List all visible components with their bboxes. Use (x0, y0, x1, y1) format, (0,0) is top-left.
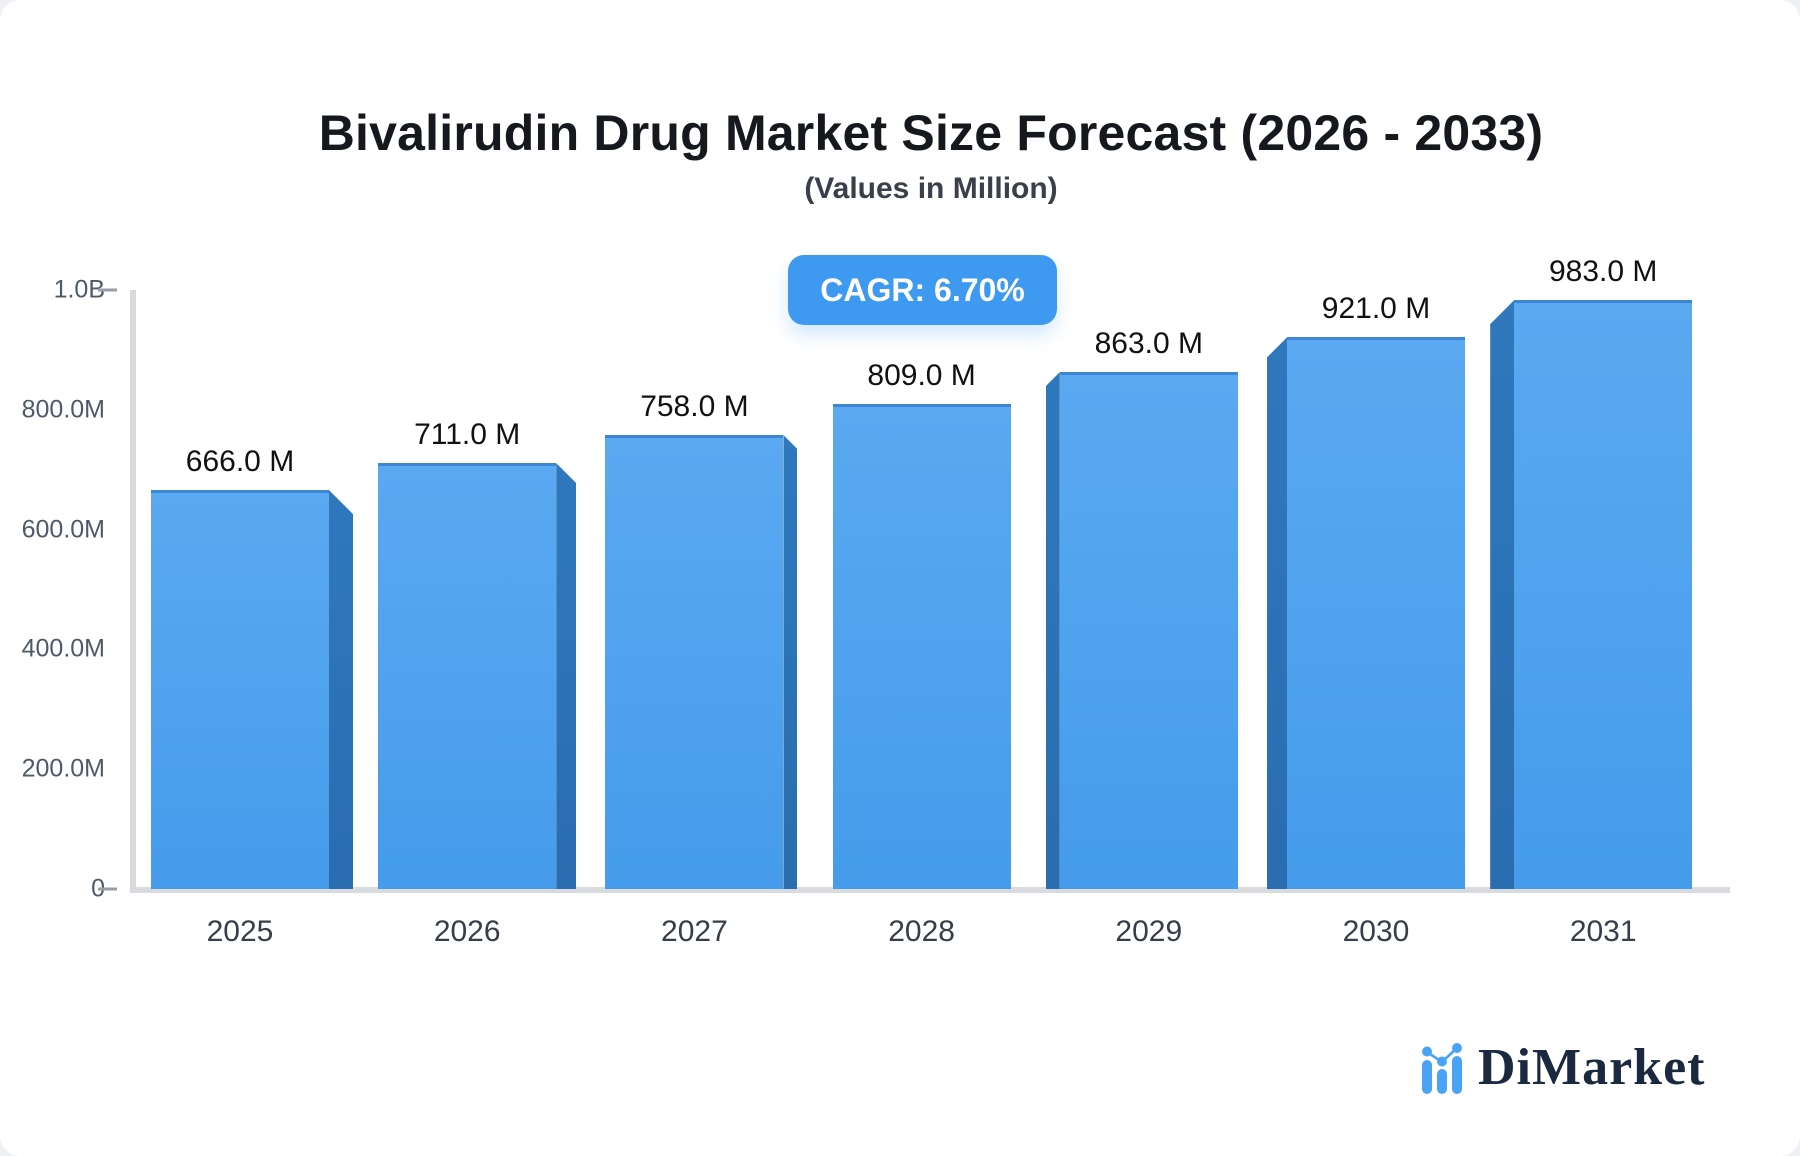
bar-3d-bevel (1045, 372, 1060, 889)
y-tick-dash (98, 288, 117, 292)
bar-2031[interactable]: 983.0 M (1490, 255, 1693, 889)
cagr-badge: CAGR: 6.70% (788, 255, 1057, 325)
bar-face[interactable] (378, 463, 557, 889)
chart-subtitle: (Values in Million) (804, 172, 1058, 205)
bar-value-label: 921.0 M (1321, 292, 1431, 326)
x-axis-line (130, 887, 1730, 893)
bar-3d-bevel (329, 490, 353, 889)
y-tick-label: 200.0M (21, 754, 105, 783)
brand-name: DiMarket (1478, 1039, 1706, 1096)
bar-2026[interactable]: 711.0 M (378, 418, 577, 889)
bar-3d-bevel (556, 463, 577, 889)
x-axis-label: 2029 (1115, 915, 1183, 948)
x-axis-label: 2030 (1342, 915, 1410, 948)
brand-logo: DiMarket (1420, 1038, 1705, 1097)
bar-value-label: 758.0 M (640, 389, 749, 423)
bar-2029[interactable]: 863.0 M (1045, 327, 1238, 889)
bar-value-label: 666.0 M (185, 445, 295, 479)
bar-2028[interactable]: 809.0 M (832, 359, 1011, 889)
bar-face[interactable] (605, 434, 784, 889)
bar-3d-bevel (783, 434, 798, 889)
bar-chart-logo-icon (1422, 1042, 1462, 1094)
y-tick-label: 800.0M (21, 395, 105, 424)
y-tick-label: 0 (0, 875, 105, 904)
bar-3d-bevel (1267, 337, 1287, 889)
y-axis-line (130, 290, 136, 892)
x-axis-label: 2031 (1569, 915, 1637, 948)
bar-value-label: 863.0 M (1094, 327, 1203, 361)
bar-face[interactable] (832, 404, 1011, 889)
bar-2030[interactable]: 921.0 M (1267, 292, 1465, 889)
chart-title: Bivalirudin Drug Market Size Forecast (2… (318, 105, 1544, 161)
x-axis-label: 2028 (888, 915, 955, 948)
bar-2025[interactable]: 666.0 M (151, 445, 353, 889)
y-tick-label: 400.0M (21, 634, 105, 663)
y-tick-label: 600.0M (21, 515, 105, 544)
bar-face[interactable] (151, 490, 329, 889)
x-axis-label: 2026 (433, 915, 501, 948)
bar-2027[interactable]: 758.0 M (605, 390, 798, 889)
bar-face[interactable] (1287, 337, 1465, 889)
bar-face[interactable] (1059, 372, 1238, 889)
y-tick-dash (98, 887, 117, 891)
bar-face[interactable] (1514, 300, 1693, 889)
bar-value-label: 983.0 M (1548, 255, 1658, 289)
x-axis-label: 2025 (206, 915, 274, 948)
x-axis-label: 2027 (661, 915, 728, 948)
bar-value-label: 711.0 M (414, 418, 521, 452)
y-tick-label: 1.0B (53, 275, 105, 304)
bar-value-label: 809.0 M (867, 359, 976, 393)
bar-3d-bevel (1490, 300, 1515, 889)
